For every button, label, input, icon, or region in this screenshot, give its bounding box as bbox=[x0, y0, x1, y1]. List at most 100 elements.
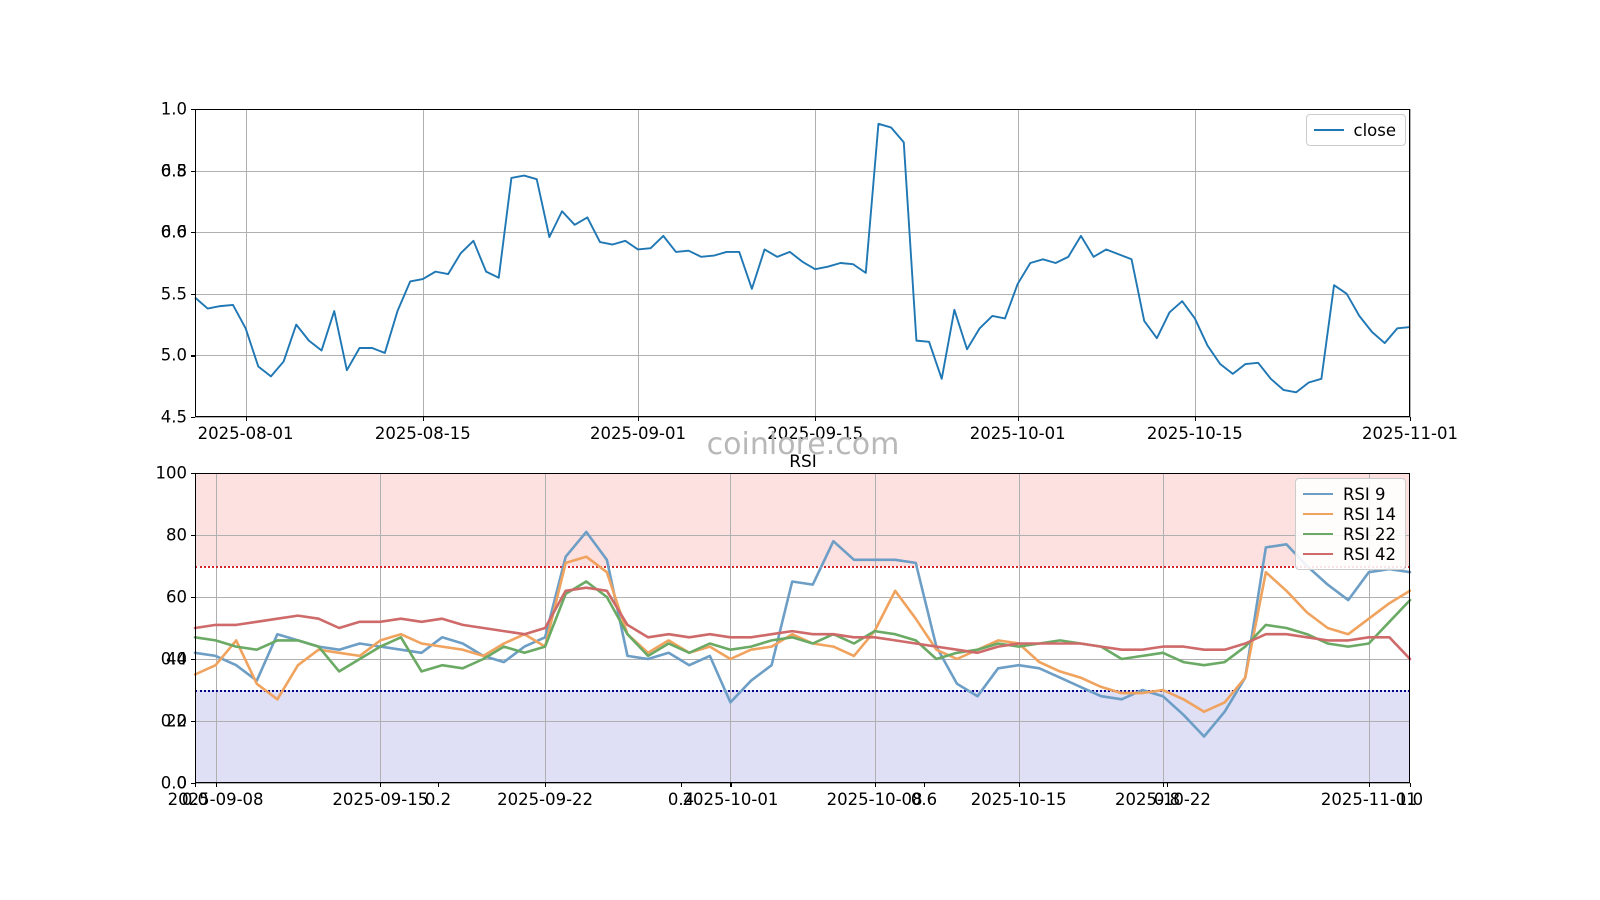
price-gridline-v bbox=[422, 109, 424, 417]
rsi-gridline-h bbox=[195, 721, 1410, 722]
price-y-tickmark-secondary bbox=[191, 170, 195, 172]
rsi-y-tick-label: 100 bbox=[155, 463, 188, 483]
rsi-y-tick-label: 60 bbox=[166, 587, 187, 607]
rsi-x-tickmark bbox=[380, 783, 382, 787]
price-legend[interactable]: close bbox=[1305, 114, 1406, 146]
rsi-x-tickmark-secondary bbox=[924, 783, 926, 787]
rsi-gridline-v bbox=[1368, 473, 1370, 783]
rsi-chart-axes: 0 20 40 60 80 100 0.0 0.2 0.4 2025-09-08 2025-09-… bbox=[156, 464, 1424, 810]
price-gridline-h bbox=[195, 170, 1410, 172]
rsi-x-tick-label-secondary: 0.8 bbox=[1153, 790, 1181, 809]
rsi-x-tick-label: 2025-10-22 bbox=[1114, 790, 1211, 809]
price-gridline-v bbox=[1194, 109, 1196, 417]
legend-label: close bbox=[1353, 120, 1397, 140]
rsi-gridline-h bbox=[195, 597, 1410, 598]
rsi-x-tick-label: 2025-10-15 bbox=[970, 790, 1067, 809]
price-y-tick-label-secondary: 1.0 bbox=[160, 99, 187, 119]
legend-item-rsi-22[interactable]: RSI 22 bbox=[1302, 524, 1396, 544]
legend-item-rsi-42[interactable]: RSI 42 bbox=[1302, 544, 1396, 564]
price-y-tickmark-secondary bbox=[191, 109, 195, 111]
rsi-panel-title: RSI bbox=[789, 452, 817, 472]
rsi-x-tickmark bbox=[1368, 783, 1370, 787]
rsi-axis-spine-right bbox=[1408, 473, 1410, 783]
rsi-42-line bbox=[193, 586, 1412, 661]
rsi-axis-spine-left bbox=[195, 473, 197, 783]
price-x-tick-label: 2025-09-15 bbox=[767, 424, 864, 443]
price-y-tickmark bbox=[191, 417, 195, 419]
legend-item-rsi-14[interactable]: RSI 14 bbox=[1302, 504, 1396, 524]
rsi-line-series bbox=[193, 530, 1412, 738]
price-x-tickmark bbox=[815, 417, 817, 421]
price-y-tickmark bbox=[191, 355, 195, 357]
rsi-y-tickmark bbox=[191, 473, 195, 475]
price-y-tick-label: 5.5 bbox=[160, 284, 187, 304]
rsi-x-tick-label: 2025-09-22 bbox=[497, 790, 594, 809]
rsi-axis-spine-bottom bbox=[195, 781, 1410, 783]
rsi-y-tick-label: 80 bbox=[166, 525, 187, 545]
legend-swatch-icon bbox=[1313, 129, 1344, 131]
rsi-x-tick-label-secondary: 1.0 bbox=[1396, 790, 1424, 809]
legend-item-close[interactable]: close bbox=[1313, 120, 1397, 140]
rsi-y-tickmark-secondary bbox=[191, 659, 195, 661]
price-x-tick-label: 2025-10-15 bbox=[1146, 424, 1243, 443]
rsi-y-tick-label-secondary: 0.4 bbox=[160, 649, 187, 669]
rsi-oversold-band bbox=[195, 690, 1410, 783]
price-x-tickmark bbox=[1194, 417, 1196, 421]
price-x-tickmark bbox=[1410, 417, 1412, 421]
legend-label: RSI 22 bbox=[1342, 524, 1396, 544]
price-plot-background bbox=[195, 109, 1410, 417]
rsi-y-tick-label: 40 bbox=[166, 649, 187, 669]
rsi-x-tickmark-secondary bbox=[195, 783, 197, 787]
price-gridline-h bbox=[195, 355, 1410, 357]
legend-label: RSI 14 bbox=[1342, 504, 1396, 524]
rsi-x-tickmark bbox=[1018, 783, 1020, 787]
price-axis-spine-left bbox=[195, 109, 197, 417]
price-gridline-v bbox=[245, 109, 247, 417]
rsi-overbought-band bbox=[195, 473, 1410, 566]
rsi-x-tickmark bbox=[215, 783, 217, 787]
price-gridline-v bbox=[1410, 109, 1411, 417]
legend-label: RSI 42 bbox=[1342, 544, 1396, 564]
rsi-x-tick-label: 2025-09-08 bbox=[167, 790, 264, 809]
rsi-legend[interactable]: RSI 9 RSI 14 RSI 22 RSI 42 bbox=[1294, 478, 1406, 570]
price-chart-axes: 4.5 5.0 5.5 6.0 6.5 0.6 0.8 1.0 2025-08-01 2025-… bbox=[161, 100, 1458, 444]
price-axis-spine-top bbox=[195, 109, 1410, 111]
rsi-x-tick-label-secondary: 0.2 bbox=[424, 790, 452, 809]
price-gridline-v bbox=[1017, 109, 1019, 417]
rsi-x-tickmark bbox=[874, 783, 876, 787]
rsi-gridline-h bbox=[195, 659, 1410, 660]
rsi-gridline-v bbox=[1018, 473, 1020, 783]
price-x-tick-label: 2025-08-15 bbox=[374, 424, 471, 443]
rsi-gridline-h bbox=[195, 535, 1410, 536]
rsi-y-tick-label: 20 bbox=[166, 711, 187, 731]
price-axis-spine-right bbox=[1408, 109, 1410, 417]
rsi-gridline-v bbox=[1162, 473, 1164, 783]
legend-swatch-icon bbox=[1302, 493, 1333, 495]
rsi-gridline-v bbox=[380, 473, 382, 783]
price-line-series bbox=[194, 122, 1411, 394]
price-y-tick-label-secondary: 0.6 bbox=[160, 222, 187, 242]
rsi-x-tickmark bbox=[545, 783, 547, 787]
rsi-x-tickmark-secondary bbox=[681, 783, 683, 787]
rsi-oversold-threshold-line bbox=[195, 690, 1410, 692]
rsi-x-tickmark-secondary bbox=[1410, 783, 1412, 787]
rsi-x-tickmark-secondary bbox=[438, 783, 440, 787]
legend-item-rsi-9[interactable]: RSI 9 bbox=[1302, 484, 1396, 504]
price-gridline-h bbox=[195, 232, 1410, 234]
rsi-x-tick-label-secondary: 0.0 bbox=[181, 790, 209, 809]
rsi-x-tick-label-secondary: 0.4 bbox=[667, 790, 695, 809]
price-gridline-h bbox=[195, 293, 1410, 295]
watermark-coinlore: coinlore.com bbox=[706, 427, 900, 462]
rsi-gridline-v bbox=[215, 473, 217, 783]
legend-swatch-icon bbox=[1302, 533, 1333, 535]
rsi-y-tickmark bbox=[191, 597, 195, 599]
price-y-tickmark bbox=[191, 293, 195, 295]
rsi-x-tick-label: 2025-10-01 bbox=[682, 790, 779, 809]
rsi-x-tickmark bbox=[1162, 783, 1165, 787]
rsi-22-line bbox=[193, 580, 1412, 673]
price-x-tickmark bbox=[245, 417, 247, 421]
rsi-x-tick-label-secondary: 0.6 bbox=[910, 790, 938, 809]
price-x-tickmark bbox=[422, 417, 424, 421]
rsi-x-tickmark bbox=[730, 783, 732, 787]
